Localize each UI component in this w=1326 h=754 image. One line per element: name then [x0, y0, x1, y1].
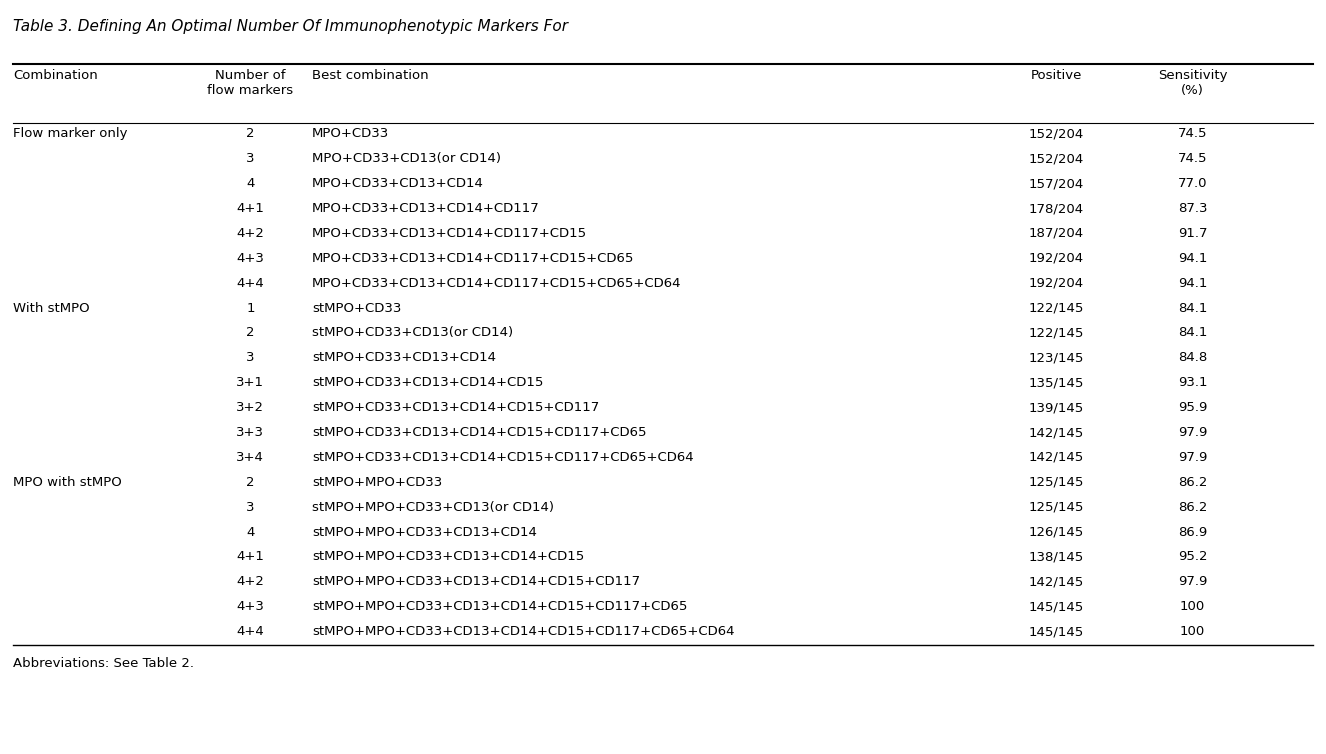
Text: 95.2: 95.2: [1177, 550, 1207, 563]
Text: 135/145: 135/145: [1029, 376, 1083, 389]
Text: 157/204: 157/204: [1029, 177, 1083, 190]
Text: 1: 1: [247, 302, 255, 314]
Text: MPO+CD33+CD13+CD14+CD117+CD15: MPO+CD33+CD13+CD14+CD117+CD15: [312, 227, 587, 240]
Text: stMPO+MPO+CD33+CD13(or CD14): stMPO+MPO+CD33+CD13(or CD14): [312, 501, 554, 513]
Text: Flow marker only: Flow marker only: [13, 127, 127, 140]
Text: MPO+CD33+CD13+CD14+CD117+CD15+CD65+CD64: MPO+CD33+CD13+CD14+CD117+CD15+CD65+CD64: [312, 277, 682, 290]
Text: 4+3: 4+3: [236, 600, 264, 613]
Text: 84.1: 84.1: [1177, 326, 1207, 339]
Text: 2: 2: [247, 326, 255, 339]
Text: stMPO+CD33+CD13(or CD14): stMPO+CD33+CD13(or CD14): [312, 326, 513, 339]
Text: 145/145: 145/145: [1029, 600, 1083, 613]
Text: 192/204: 192/204: [1029, 252, 1083, 265]
Text: 142/145: 142/145: [1029, 575, 1083, 588]
Text: 74.5: 74.5: [1177, 152, 1207, 165]
Text: 87.3: 87.3: [1177, 202, 1207, 215]
Text: stMPO+CD33+CD13+CD14: stMPO+CD33+CD13+CD14: [312, 351, 496, 364]
Text: 100: 100: [1180, 625, 1205, 638]
Text: 4+2: 4+2: [236, 227, 264, 240]
Text: 93.1: 93.1: [1177, 376, 1207, 389]
Text: Abbreviations: See Table 2.: Abbreviations: See Table 2.: [13, 657, 195, 670]
Text: 125/145: 125/145: [1029, 501, 1083, 513]
Text: 2: 2: [247, 476, 255, 489]
Text: 187/204: 187/204: [1029, 227, 1083, 240]
Text: 192/204: 192/204: [1029, 277, 1083, 290]
Text: 94.1: 94.1: [1177, 252, 1207, 265]
Text: 74.5: 74.5: [1177, 127, 1207, 140]
Text: 126/145: 126/145: [1029, 526, 1083, 538]
Text: 100: 100: [1180, 600, 1205, 613]
Text: Table 3. Defining An Optimal Number Of Immunophenotypic Markers For: Table 3. Defining An Optimal Number Of I…: [13, 19, 569, 34]
Text: MPO+CD33: MPO+CD33: [312, 127, 390, 140]
Text: 84.1: 84.1: [1177, 302, 1207, 314]
Text: 95.9: 95.9: [1177, 401, 1207, 414]
Text: stMPO+CD33+CD13+CD14+CD15+CD117+CD65: stMPO+CD33+CD13+CD14+CD15+CD117+CD65: [312, 426, 647, 439]
Text: With stMPO: With stMPO: [13, 302, 90, 314]
Text: 152/204: 152/204: [1029, 127, 1083, 140]
Text: Positive: Positive: [1030, 69, 1082, 81]
Text: 4+1: 4+1: [236, 550, 264, 563]
Text: stMPO+MPO+CD33+CD13+CD14: stMPO+MPO+CD33+CD13+CD14: [312, 526, 537, 538]
Text: stMPO+CD33: stMPO+CD33: [312, 302, 402, 314]
Text: 86.2: 86.2: [1177, 476, 1207, 489]
Text: 97.9: 97.9: [1177, 426, 1207, 439]
Text: stMPO+MPO+CD33+CD13+CD14+CD15+CD117+CD65+CD64: stMPO+MPO+CD33+CD13+CD14+CD15+CD117+CD65…: [312, 625, 735, 638]
Text: 3: 3: [247, 501, 255, 513]
Text: Combination: Combination: [13, 69, 98, 81]
Text: 142/145: 142/145: [1029, 426, 1083, 439]
Text: 125/145: 125/145: [1029, 476, 1083, 489]
Text: 86.9: 86.9: [1177, 526, 1207, 538]
Text: 138/145: 138/145: [1029, 550, 1083, 563]
Text: 4+1: 4+1: [236, 202, 264, 215]
Text: 123/145: 123/145: [1029, 351, 1083, 364]
Text: 139/145: 139/145: [1029, 401, 1083, 414]
Text: stMPO+MPO+CD33+CD13+CD14+CD15+CD117+CD65: stMPO+MPO+CD33+CD13+CD14+CD15+CD117+CD65: [312, 600, 687, 613]
Text: 3: 3: [247, 152, 255, 165]
Text: 97.9: 97.9: [1177, 575, 1207, 588]
Text: stMPO+CD33+CD13+CD14+CD15+CD117+CD65+CD64: stMPO+CD33+CD13+CD14+CD15+CD117+CD65+CD6…: [312, 451, 693, 464]
Text: 4+4: 4+4: [236, 277, 264, 290]
Text: 4: 4: [247, 177, 255, 190]
Text: stMPO+MPO+CD33+CD13+CD14+CD15+CD117: stMPO+MPO+CD33+CD13+CD14+CD15+CD117: [312, 575, 640, 588]
Text: 3+1: 3+1: [236, 376, 264, 389]
Text: 122/145: 122/145: [1029, 326, 1083, 339]
Text: 122/145: 122/145: [1029, 302, 1083, 314]
Text: 97.9: 97.9: [1177, 451, 1207, 464]
Text: 2: 2: [247, 127, 255, 140]
Text: 4: 4: [247, 526, 255, 538]
Text: 3+3: 3+3: [236, 426, 264, 439]
Text: 94.1: 94.1: [1177, 277, 1207, 290]
Text: MPO with stMPO: MPO with stMPO: [13, 476, 122, 489]
Text: stMPO+MPO+CD33+CD13+CD14+CD15: stMPO+MPO+CD33+CD13+CD14+CD15: [312, 550, 585, 563]
Text: 178/204: 178/204: [1029, 202, 1083, 215]
Text: 91.7: 91.7: [1177, 227, 1207, 240]
Text: Best combination: Best combination: [312, 69, 428, 81]
Text: MPO+CD33+CD13(or CD14): MPO+CD33+CD13(or CD14): [312, 152, 501, 165]
Text: 77.0: 77.0: [1177, 177, 1207, 190]
Text: MPO+CD33+CD13+CD14+CD117+CD15+CD65: MPO+CD33+CD13+CD14+CD117+CD15+CD65: [312, 252, 635, 265]
Text: MPO+CD33+CD13+CD14+CD117: MPO+CD33+CD13+CD14+CD117: [312, 202, 540, 215]
Text: Sensitivity
(%): Sensitivity (%): [1158, 69, 1228, 97]
Text: 86.2: 86.2: [1177, 501, 1207, 513]
Text: Number of
flow markers: Number of flow markers: [207, 69, 293, 97]
Text: 3+4: 3+4: [236, 451, 264, 464]
Text: 3+2: 3+2: [236, 401, 264, 414]
Text: 152/204: 152/204: [1029, 152, 1083, 165]
Text: 142/145: 142/145: [1029, 451, 1083, 464]
Text: MPO+CD33+CD13+CD14: MPO+CD33+CD13+CD14: [312, 177, 484, 190]
Text: stMPO+CD33+CD13+CD14+CD15: stMPO+CD33+CD13+CD14+CD15: [312, 376, 544, 389]
Text: 4+4: 4+4: [236, 625, 264, 638]
Text: 4+2: 4+2: [236, 575, 264, 588]
Text: 3: 3: [247, 351, 255, 364]
Text: stMPO+CD33+CD13+CD14+CD15+CD117: stMPO+CD33+CD13+CD14+CD15+CD117: [312, 401, 599, 414]
Text: 4+3: 4+3: [236, 252, 264, 265]
Text: 84.8: 84.8: [1177, 351, 1207, 364]
Text: 145/145: 145/145: [1029, 625, 1083, 638]
Text: stMPO+MPO+CD33: stMPO+MPO+CD33: [312, 476, 443, 489]
